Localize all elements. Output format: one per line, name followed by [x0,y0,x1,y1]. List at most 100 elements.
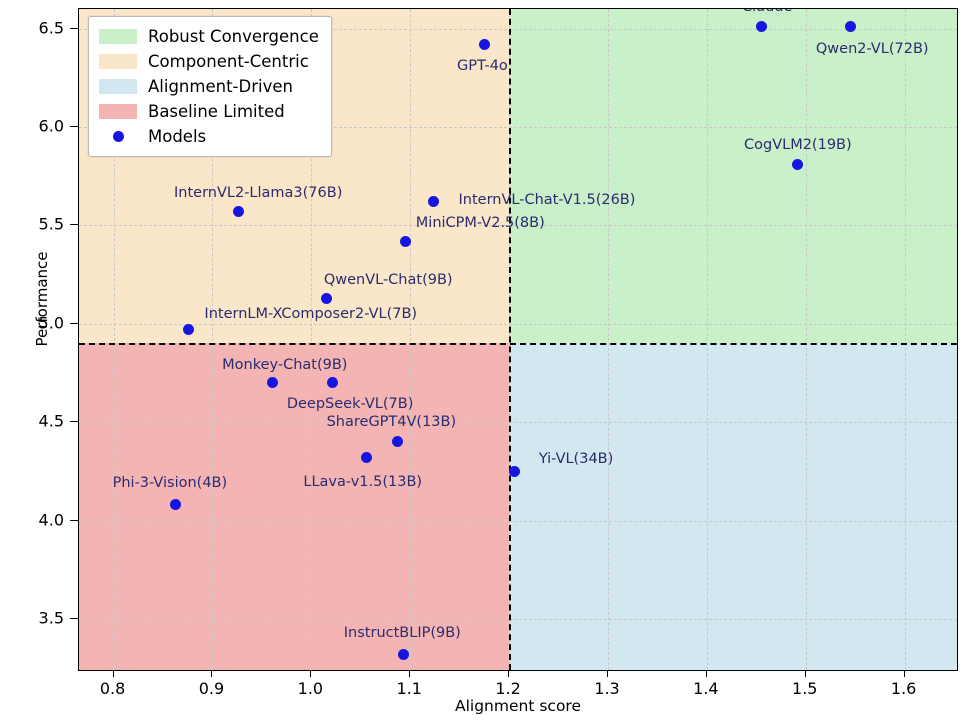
gridline-vertical [904,9,906,670]
y-axis-tick [70,421,78,423]
y-axis-tick [70,224,78,226]
legend-item[interactable]: Models [99,124,319,149]
x-axis-tick-label: 0.9 [198,679,225,698]
y-axis-tick-label: 6.0 [38,116,64,136]
x-axis-tick [804,671,806,677]
data-point-label: ShareGPT4V(13B) [326,413,457,430]
chart-legend: Robust Convergence Component-Centric Align… [88,16,332,157]
x-axis-label: Alignment score [455,697,581,715]
threshold-line-horizontal [79,343,957,346]
legend-item[interactable]: Component-Centric [99,49,319,74]
gridline-horizontal [79,422,957,424]
data-point-label: Claude [742,9,792,15]
data-point-label: CogVLM2(19B) [744,137,852,154]
data-point[interactable] [428,196,440,208]
x-axis-tick [508,671,510,677]
x-axis-tick [903,671,905,677]
gridline-vertical [805,9,807,670]
data-point-label: Yi-VL(34B) [538,451,614,468]
legend-dot-icon [112,131,124,142]
data-point[interactable] [792,158,804,170]
gridline-vertical [113,9,115,670]
gridline-horizontal [79,28,957,30]
x-axis-tick-label: 1.2 [495,679,521,698]
threshold-line-vertical [509,9,512,670]
data-point[interactable] [170,499,182,511]
legend-label: Baseline Limited [148,102,285,121]
legend-marker-dot [99,131,137,142]
gridline-vertical [706,9,708,670]
data-point-label: LLava-v1.5(13B) [303,473,423,490]
y-axis-tick-label: 5.5 [38,214,64,234]
data-point-label: InstructBLIP(9B) [343,625,461,642]
data-point-label: InternVL2-Llama3(76B) [174,184,343,201]
y-axis-tick-label: 4.5 [38,411,64,431]
y-axis-tick [70,126,78,128]
legend-color-swatch [99,79,137,94]
gridline-vertical [311,9,313,670]
data-point[interactable] [232,206,244,218]
x-axis-tick [211,671,213,677]
legend-item[interactable]: Robust Convergence [99,24,319,49]
data-point[interactable] [755,21,767,33]
x-axis-tick [310,671,312,677]
legend-item[interactable]: Alignment-Driven [99,74,319,99]
data-point[interactable] [320,292,332,304]
data-point[interactable] [391,436,403,448]
y-axis-tick [70,617,78,619]
x-axis-tick-label: 1.3 [594,679,620,698]
data-point[interactable] [399,235,411,247]
data-point[interactable] [326,377,338,389]
y-axis-tick [70,519,78,521]
gridline-horizontal [79,520,957,522]
gridline-horizontal [79,618,957,620]
legend-label: Models [148,127,207,146]
legend-label: Alignment-Driven [148,77,293,96]
x-axis-tick-label: 1.6 [890,679,917,698]
data-point[interactable] [183,324,195,336]
x-axis-tick-label: 1.1 [396,679,422,698]
data-point-label: Phi-3-Vision(4B) [112,474,228,491]
legend-color-swatch [99,29,137,44]
data-point[interactable] [478,38,490,50]
data-point-label: Qwen2-VL(72B) [815,40,929,57]
legend-label: Robust Convergence [148,27,319,46]
x-axis-tick-label: 1.4 [693,679,719,698]
gridline-vertical [212,9,214,670]
data-point-label: MiniCPM-V2.5(8B) [415,215,545,232]
data-point-label: Monkey-Chat(9B) [222,356,348,373]
x-axis-tick [409,671,411,677]
legend-item[interactable]: Baseline Limited [99,99,319,124]
y-axis-tick-label: 4.0 [38,510,64,529]
quadrant-robust-convergence [509,9,957,344]
y-axis-tick [70,322,78,324]
data-point-label: GPT-4o [456,58,508,75]
y-axis-tick-label: 5.0 [38,313,64,333]
data-point[interactable] [844,21,856,33]
x-axis-tick [705,671,707,677]
gridline-horizontal [79,323,957,325]
y-axis-label: Performance [33,251,51,347]
x-axis-tick-label: 0.8 [99,679,126,698]
data-point[interactable] [508,465,520,477]
data-point-label: InternVL-Chat-V1.5(26B) [458,191,636,208]
gridline-vertical [410,9,412,670]
x-axis-tick-label: 1.5 [792,679,818,698]
data-point[interactable] [361,452,373,464]
legend-label: Component-Centric [148,52,309,71]
data-point-label: InternLM-XComposer2-VL(7B) [204,305,418,322]
x-axis-tick-label: 1.0 [297,679,324,698]
quadrant-baseline-limited [79,343,510,670]
plot-area: Claude Qwen2-VL(72B) GPT-4o CogVLM2(19B) Int… [78,8,958,671]
data-point-label: QwenVL-Chat(9B) [323,272,453,289]
legend-color-swatch [99,104,137,119]
gridline-vertical [607,9,609,670]
data-point[interactable] [397,648,409,660]
data-point[interactable] [267,377,279,389]
y-axis-tick [70,27,78,29]
gridline-horizontal [79,127,957,129]
quadrant-alignment-driven [509,343,957,670]
y-axis-tick-label: 6.5 [38,18,64,38]
x-axis-tick [112,671,114,677]
